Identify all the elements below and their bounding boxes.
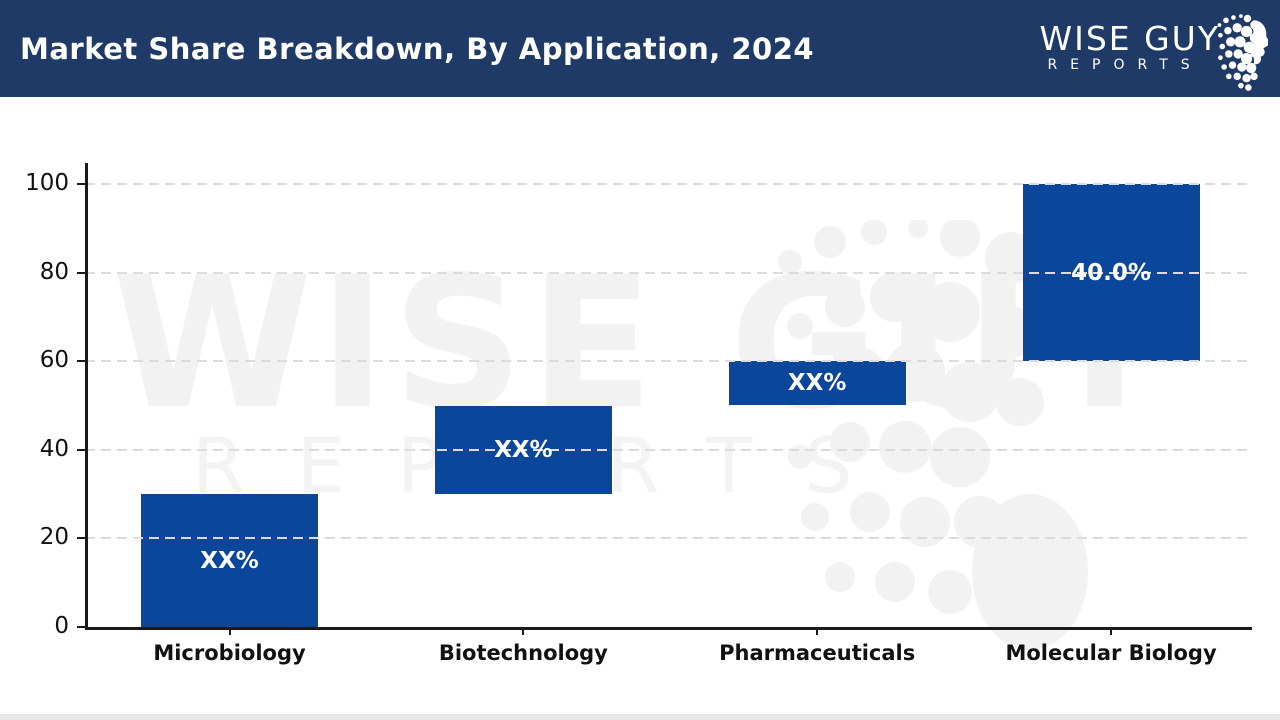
x-axis-spine (85, 627, 1252, 630)
y-tick-label: 20 (39, 524, 69, 551)
bar-label: XX% (787, 370, 847, 397)
y-tick-label: 60 (39, 347, 69, 374)
x-axis-label: Microbiology (153, 641, 306, 665)
x-axis-label: Pharmaceuticals (719, 641, 916, 665)
gridline (85, 360, 1252, 363)
x-tick-mark (522, 627, 525, 635)
gridline (85, 537, 1252, 540)
brand-logo: WISE GUY REPORTS (1039, 10, 1268, 96)
header-bar: Market Share Breakdown, By Application, … (0, 0, 1280, 97)
y-tick-mark (77, 626, 85, 628)
y-axis-spine (85, 163, 88, 629)
bar-label: 40.0% (1071, 259, 1151, 286)
y-tick-mark (77, 360, 85, 363)
bar-label: XX% (494, 436, 553, 463)
y-tick-mark (77, 448, 85, 451)
bottom-border (0, 714, 1280, 720)
bar (141, 494, 318, 627)
brand-wordmark: WISE GUY REPORTS (1039, 22, 1220, 72)
y-tick-mark (77, 271, 85, 274)
chart-title: Market Share Breakdown, By Application, … (20, 31, 815, 66)
y-tick-label: 40 (39, 435, 69, 462)
gridline (85, 448, 1252, 451)
brand-name: WISE GUY (1039, 19, 1220, 58)
y-tick-mark (77, 183, 85, 185)
bar-label: XX% (200, 547, 259, 574)
x-axis-label: Biotechnology (438, 641, 608, 665)
y-tick-label: 80 (39, 258, 69, 285)
x-tick-mark (228, 627, 231, 635)
x-tick-mark (816, 627, 819, 635)
gridline (85, 183, 1252, 185)
y-tick-label: 0 (54, 613, 69, 639)
bar (728, 361, 906, 406)
x-tick-mark (1110, 627, 1113, 635)
y-tick-label: 100 (25, 170, 69, 196)
watermark-face-icon (778, 220, 1088, 650)
brand-subtitle: REPORTS (1047, 57, 1203, 73)
gridline (85, 271, 1252, 274)
x-axis-label: Molecular Biology (1005, 641, 1217, 665)
y-tick-mark (77, 537, 85, 540)
brand-face-icon (1217, 14, 1268, 91)
